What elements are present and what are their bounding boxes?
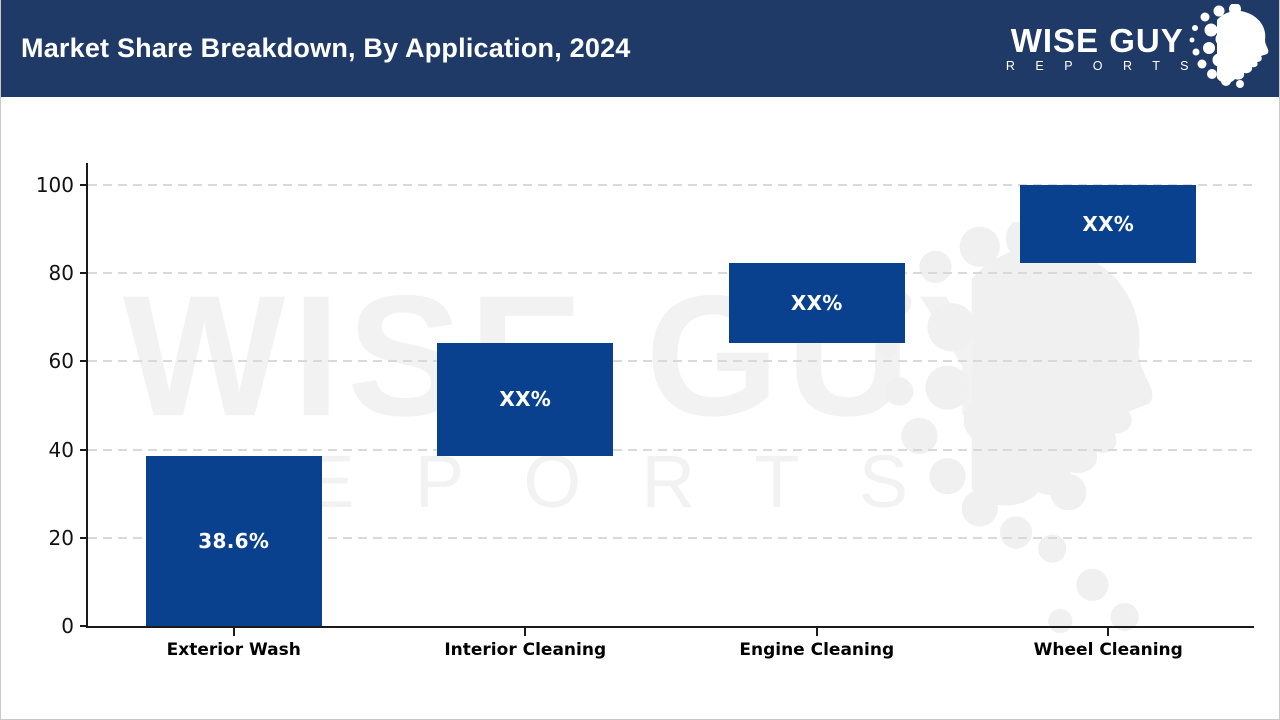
- bar-wheel-cleaning: XX%: [1020, 185, 1197, 264]
- bar-interior-cleaning: XX%: [437, 342, 614, 456]
- y-tick-100: [80, 184, 88, 186]
- wiseguy-logo: WISE GUY R E P O R T S: [997, 3, 1275, 94]
- y-tick-label-20: 20: [48, 525, 74, 550]
- page-title: Market Share Breakdown, By Application, …: [21, 33, 631, 63]
- x-tick-2: [524, 628, 527, 636]
- y-tick-label-80: 80: [48, 261, 74, 286]
- bar-value-label: XX%: [790, 290, 843, 315]
- y-tick-label-60: 60: [48, 349, 74, 374]
- x-tick-4: [1107, 628, 1110, 636]
- bar-engine-cleaning: XX%: [728, 263, 905, 343]
- gridline-20: [88, 536, 1254, 539]
- x-axis-label-4: Wheel Cleaning: [1033, 640, 1183, 660]
- logo-head-icon: [1189, 3, 1269, 88]
- bar-value-label: XX%: [499, 387, 552, 412]
- x-tick-3: [815, 628, 818, 636]
- y-tick-label-100: 100: [35, 173, 74, 197]
- gridline-60: [88, 360, 1254, 363]
- bar-value-label: XX%: [1082, 212, 1135, 237]
- bar-exterior-wash: 38.6%: [145, 455, 322, 626]
- y-tick-40: [80, 448, 88, 451]
- x-axis-label-2: Interior Cleaning: [444, 640, 607, 660]
- y-tick-60: [80, 360, 88, 363]
- y-axis-line: [86, 163, 88, 628]
- y-tick-20: [80, 536, 88, 539]
- y-tick-label-40: 40: [48, 437, 74, 462]
- gridline-80: [88, 272, 1254, 275]
- gridline-40: [88, 448, 1254, 451]
- y-tick-0: [80, 625, 88, 627]
- gridline-100: [88, 184, 1254, 186]
- x-tick-1: [232, 628, 235, 636]
- x-axis-line: [86, 626, 1254, 628]
- bar-value-label: 38.6%: [198, 528, 270, 553]
- header-bar: Market Share Breakdown, By Application, …: [1, 0, 1279, 97]
- logo-reports-text: R E P O R T S: [1005, 58, 1197, 73]
- y-tick-label-0: 0: [61, 614, 74, 638]
- logo-wordmark: WISE GUY R E P O R T S: [997, 21, 1197, 74]
- watermark-head-icon: [877, 222, 1153, 634]
- x-axis-label-3: Engine Cleaning: [739, 640, 895, 660]
- logo-wiseguy-text: WISE GUY: [1010, 21, 1184, 59]
- x-axis-label-1: Exterior Wash: [166, 640, 301, 660]
- y-tick-80: [80, 272, 88, 275]
